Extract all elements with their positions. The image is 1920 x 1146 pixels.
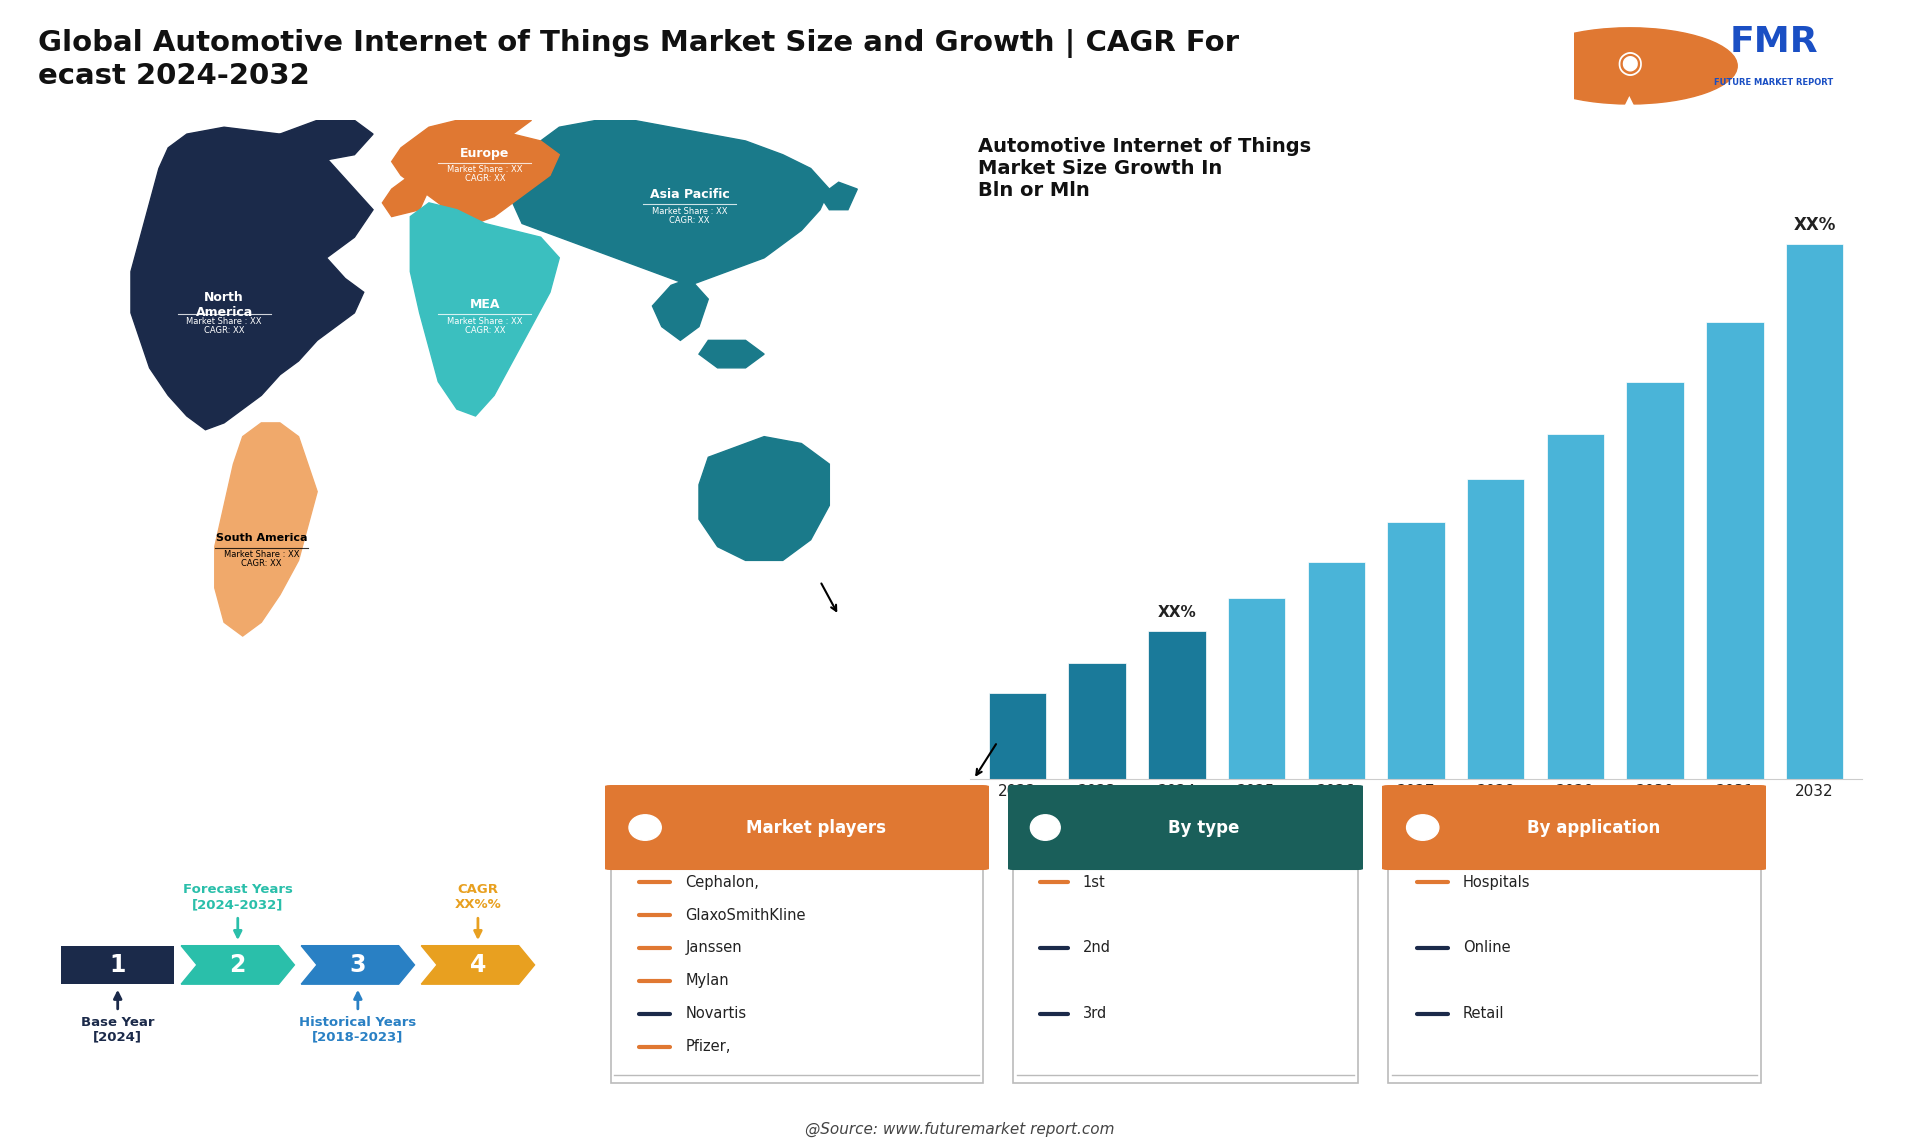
- Bar: [1626, 382, 1684, 779]
- Text: MEA: MEA: [470, 298, 499, 311]
- Text: North
America: North America: [196, 291, 253, 319]
- Circle shape: [1031, 815, 1060, 840]
- Text: Base Year
[2024]: Base Year [2024]: [81, 1015, 154, 1044]
- Bar: [1467, 479, 1524, 779]
- Polygon shape: [420, 945, 534, 984]
- Text: Market Share : XX: Market Share : XX: [186, 316, 261, 325]
- FancyBboxPatch shape: [1000, 785, 1371, 870]
- FancyBboxPatch shape: [611, 868, 983, 1083]
- Bar: [1148, 630, 1206, 779]
- Text: 1: 1: [109, 953, 127, 976]
- Polygon shape: [131, 127, 372, 430]
- Circle shape: [1523, 28, 1738, 104]
- FancyBboxPatch shape: [597, 785, 996, 870]
- Text: Asia Pacific: Asia Pacific: [649, 188, 730, 201]
- Polygon shape: [280, 120, 372, 162]
- Polygon shape: [411, 203, 559, 416]
- Bar: [1707, 322, 1764, 779]
- Text: Historical Years
[2018-2023]: Historical Years [2018-2023]: [300, 1015, 417, 1044]
- Text: Retail: Retail: [1463, 1006, 1505, 1021]
- Bar: [989, 693, 1046, 779]
- Text: 2nd: 2nd: [1083, 941, 1110, 956]
- Polygon shape: [382, 175, 428, 217]
- Text: 3: 3: [349, 953, 367, 976]
- Polygon shape: [820, 182, 856, 210]
- Text: ◉: ◉: [1617, 49, 1644, 78]
- Text: Europe: Europe: [461, 147, 509, 159]
- Polygon shape: [215, 423, 317, 636]
- Text: FUTURE MARKET REPORT: FUTURE MARKET REPORT: [1715, 78, 1834, 87]
- Text: FMR: FMR: [1730, 25, 1818, 58]
- Text: Pfizer,: Pfizer,: [685, 1039, 732, 1054]
- Text: Market players: Market players: [747, 818, 885, 837]
- Bar: [1786, 244, 1843, 779]
- Polygon shape: [392, 120, 559, 223]
- Bar: [1068, 662, 1125, 779]
- Text: Automotive Internet of Things
Market Size Growth In
Bln or Mln: Automotive Internet of Things Market Siz…: [977, 136, 1311, 199]
- Text: CAGR
XX%%: CAGR XX%%: [455, 884, 501, 911]
- Text: Global Automotive Internet of Things Market Size and Growth | CAGR For
ecast 202: Global Automotive Internet of Things Mar…: [38, 29, 1240, 91]
- FancyBboxPatch shape: [1388, 868, 1761, 1083]
- Text: South America: South America: [215, 533, 307, 543]
- Text: CAGR: XX: CAGR: XX: [670, 215, 710, 225]
- FancyBboxPatch shape: [61, 945, 175, 984]
- Polygon shape: [699, 340, 764, 368]
- Bar: [1548, 434, 1603, 779]
- Polygon shape: [653, 278, 708, 340]
- Text: Market Share : XX: Market Share : XX: [653, 206, 728, 215]
- Text: Market Share : XX: Market Share : XX: [447, 316, 522, 325]
- Polygon shape: [457, 100, 532, 134]
- FancyBboxPatch shape: [1014, 868, 1357, 1083]
- Text: 2: 2: [230, 953, 246, 976]
- Bar: [1308, 562, 1365, 779]
- FancyBboxPatch shape: [1375, 785, 1774, 870]
- Text: XX%: XX%: [1793, 217, 1836, 235]
- Text: CAGR: XX: CAGR: XX: [242, 559, 282, 568]
- Polygon shape: [301, 945, 415, 984]
- Polygon shape: [699, 437, 829, 560]
- Circle shape: [630, 815, 660, 840]
- Polygon shape: [180, 945, 294, 984]
- Text: Market Share : XX: Market Share : XX: [447, 165, 522, 174]
- Polygon shape: [513, 120, 829, 285]
- Text: Novartis: Novartis: [685, 1006, 747, 1021]
- Text: Online: Online: [1463, 941, 1511, 956]
- Text: Forecast Years
[2024-2032]: Forecast Years [2024-2032]: [182, 884, 292, 911]
- Circle shape: [1407, 815, 1438, 840]
- Text: @Source: www.futuremarket report.com: @Source: www.futuremarket report.com: [804, 1122, 1116, 1137]
- Bar: [1388, 521, 1444, 779]
- Text: ▲: ▲: [1624, 94, 1636, 108]
- Text: By application: By application: [1526, 818, 1661, 837]
- Text: Cephalon,: Cephalon,: [685, 874, 758, 889]
- Text: CAGR: XX: CAGR: XX: [204, 325, 244, 335]
- Text: XX%: XX%: [1158, 605, 1196, 620]
- Text: Market Share : XX: Market Share : XX: [223, 550, 300, 559]
- Text: 4: 4: [470, 953, 486, 976]
- Text: Mylan: Mylan: [685, 973, 730, 988]
- Text: Hospitals: Hospitals: [1463, 874, 1530, 889]
- Text: Janssen: Janssen: [685, 941, 741, 956]
- Text: 3rd: 3rd: [1083, 1006, 1106, 1021]
- Text: CAGR: XX: CAGR: XX: [465, 325, 505, 335]
- Text: GlaxoSmithKline: GlaxoSmithKline: [685, 908, 806, 923]
- Bar: [1229, 598, 1284, 779]
- Text: CAGR: XX: CAGR: XX: [465, 174, 505, 183]
- Text: 1st: 1st: [1083, 874, 1106, 889]
- Text: By type: By type: [1167, 818, 1238, 837]
